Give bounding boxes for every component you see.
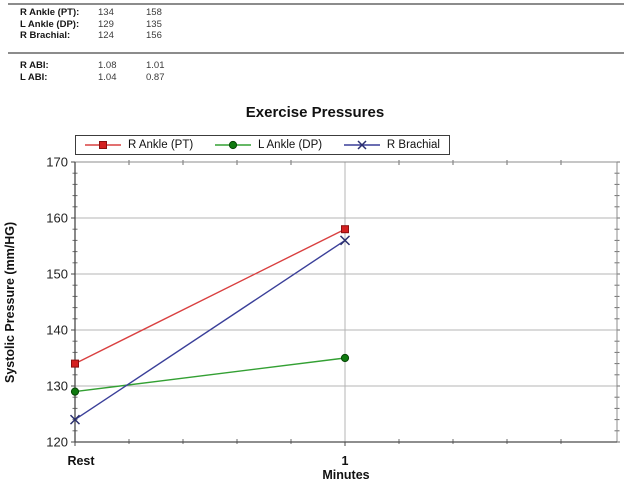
y-tick-label: 140: [46, 323, 68, 338]
series-markers-r-ankle-pt: [71, 225, 349, 368]
series-markers-l-ankle-dp: [70, 353, 350, 396]
legend-entry-r-brachial: R Brachial: [343, 139, 440, 151]
abi-table: R ABI: 1.08 1.01 L ABI: 1.04 0.87: [20, 60, 194, 83]
legend-entry-l-ankle-dp: L Ankle (DP): [214, 139, 323, 151]
y-tick-label: 130: [46, 379, 68, 394]
legend-entry-r-ankle-pt: R Ankle (PT): [85, 139, 193, 151]
series-markers-r-brachial: [69, 235, 351, 425]
section-divider: [8, 52, 624, 54]
y-tick-label: 150: [46, 267, 68, 282]
legend-label: L Ankle (DP): [257, 139, 323, 151]
y-tick-labels: 120 130 140 150 160 170: [46, 155, 68, 450]
minute1-value: 1.01: [146, 60, 165, 71]
row-label: R ABI:: [20, 60, 49, 71]
legend-label: R Brachial: [386, 139, 440, 151]
minute1-value: 135: [146, 18, 162, 30]
legend-label: R Ankle (PT): [128, 139, 194, 151]
table-row: R Brachial: 124 156: [20, 30, 194, 42]
y-tick-label: 160: [46, 211, 68, 226]
x-axis-title-group: Minutes: [322, 468, 369, 480]
rest-value: 1.04: [98, 71, 117, 83]
plot-border: [74, 161, 618, 443]
table-row: L Ankle (DP): 129 135: [20, 19, 194, 31]
rest-value: 134: [98, 7, 114, 18]
row-label: R Ankle (PT):: [20, 7, 80, 18]
series-line-r-ankle-pt: [74, 228, 346, 365]
y-tick-label: 120: [46, 435, 68, 450]
rest-value: 1.08: [98, 60, 117, 71]
navy-x-line-marker-icon: [343, 139, 380, 151]
table-row: L ABI: 1.04 0.87: [20, 72, 194, 84]
table-row: R ABI: 1.08 1.01: [20, 60, 194, 72]
chart-legend: R Ankle (PT) L Ankle (DP) R Brachial: [75, 135, 450, 155]
row-label: L ABI:: [20, 71, 48, 83]
rest-value: 129: [98, 18, 114, 30]
minor-ticks: [72, 160, 620, 444]
series-line-l-ankle-dp: [74, 357, 346, 393]
table-row: R Ankle (PT): 134 158: [20, 7, 194, 19]
minute1-value: 0.87: [146, 71, 165, 83]
green-circle-line-marker-icon: [214, 139, 251, 151]
x-category-labels: Rest 1: [67, 454, 348, 468]
x-category-label: Rest: [67, 454, 95, 468]
gridlines: [75, 162, 617, 442]
minute1-value: 158: [146, 7, 162, 18]
chart-title: Exercise Pressures: [245, 104, 385, 121]
x-category-label: 1: [342, 454, 349, 468]
y-tick-label: 170: [46, 155, 68, 170]
red-square-line-marker-icon: [85, 139, 121, 151]
x-axis-title: Minutes: [322, 468, 369, 480]
top-divider: [8, 3, 624, 5]
rest-value: 124: [98, 30, 114, 41]
series-line-r-brachial: [74, 239, 346, 421]
row-label: L Ankle (DP):: [20, 18, 80, 30]
row-label: R Brachial:: [20, 30, 71, 41]
pressure-table: R Ankle (PT): 134 158 L Ankle (DP): 129 …: [20, 7, 194, 42]
minute1-value: 156: [146, 30, 162, 41]
